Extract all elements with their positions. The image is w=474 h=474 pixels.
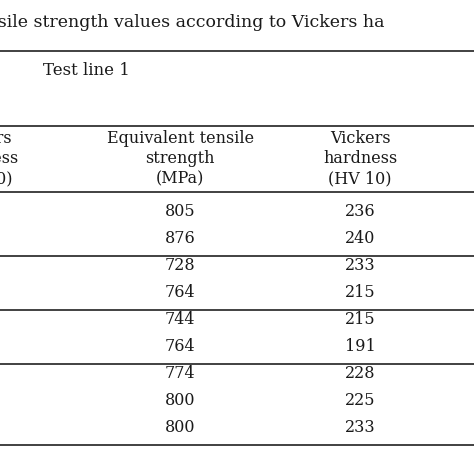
Text: 728: 728 <box>165 257 195 274</box>
Text: (MPa): (MPa) <box>156 170 204 187</box>
Text: 228: 228 <box>345 365 375 382</box>
Text: T: T <box>458 62 469 79</box>
Text: 240: 240 <box>345 230 375 247</box>
Text: strength: strength <box>146 150 215 167</box>
Text: Test line 1: Test line 1 <box>43 62 129 79</box>
Text: 800: 800 <box>165 419 195 436</box>
Text: 800: 800 <box>165 392 195 409</box>
Text: 764: 764 <box>165 284 195 301</box>
Text: t tensile strength values according to Vickers ha: t tensile strength values according to V… <box>0 14 385 31</box>
Text: 744: 744 <box>165 311 195 328</box>
Text: 236: 236 <box>345 203 375 220</box>
Text: 805: 805 <box>165 203 195 220</box>
Text: Equivalent tensile: Equivalent tensile <box>107 130 254 147</box>
Text: (HV 10): (HV 10) <box>0 170 13 187</box>
Text: 764: 764 <box>165 338 195 355</box>
Text: 774: 774 <box>165 365 195 382</box>
Text: hardness: hardness <box>323 150 397 167</box>
Text: Vickers: Vickers <box>330 130 391 147</box>
Text: 233: 233 <box>345 419 375 436</box>
Text: Vickers: Vickers <box>0 130 11 147</box>
Text: 233: 233 <box>345 257 375 274</box>
Text: 215: 215 <box>345 284 375 301</box>
Text: hardness: hardness <box>0 150 18 167</box>
Text: 215: 215 <box>345 311 375 328</box>
Text: 876: 876 <box>165 230 195 247</box>
Text: 225: 225 <box>345 392 375 409</box>
Text: 191: 191 <box>345 338 375 355</box>
Text: (HV 10): (HV 10) <box>328 170 392 187</box>
